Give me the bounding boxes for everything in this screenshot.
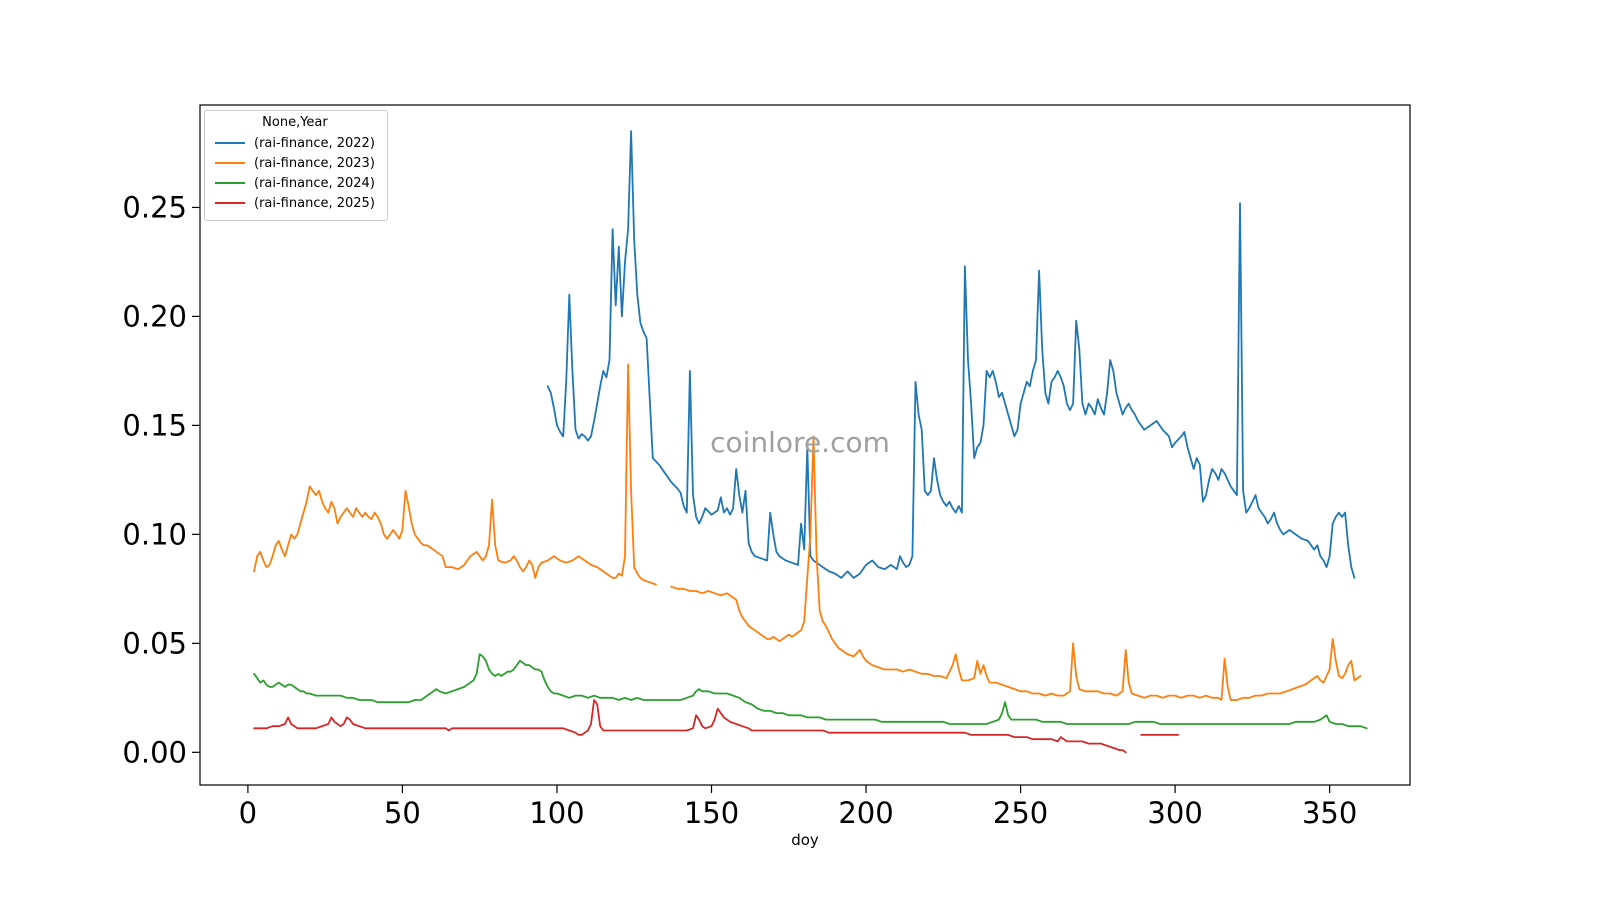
x-tick-label: 150 (684, 796, 739, 830)
y-tick-label: 0.25 (122, 190, 187, 224)
legend-line-swatch (215, 142, 245, 144)
x-tick-label: 50 (384, 796, 421, 830)
legend-label: (rai-finance, 2025) (254, 195, 375, 211)
legend-line-swatch (215, 182, 245, 184)
series-line-rai-finance-2022 (546, 130, 1356, 579)
x-tick-label: 100 (529, 796, 584, 830)
legend: None,Year (rai-finance, 2022) (rai-finance… (204, 110, 388, 221)
legend-label: (rai-finance, 2024) (254, 175, 375, 191)
series-line-rai-finance-2023 (670, 435, 1362, 701)
y-tick-label: 0.10 (122, 517, 187, 551)
x-tick-label: 200 (838, 796, 893, 830)
legend-item-rai-finance-2024: (rai-finance, 2024) (215, 173, 375, 193)
legend-item-rai-finance-2022: (rai-finance, 2022) (215, 133, 375, 153)
legend-label: (rai-finance, 2022) (254, 135, 375, 151)
series-line-rai-finance-2025 (253, 699, 1127, 754)
x-axis-label: doy (791, 831, 819, 849)
legend-item-rai-finance-2023: (rai-finance, 2023) (215, 153, 375, 173)
y-tick-label: 0.20 (122, 299, 187, 333)
y-tick-label: 0.15 (122, 408, 187, 442)
series-line-rai-finance-2023 (253, 363, 657, 586)
legend-item-rai-finance-2025: (rai-finance, 2025) (215, 193, 375, 213)
legend-line-swatch (215, 202, 245, 204)
axes-spines (199, 104, 1411, 786)
watermark: coinlore.com (710, 426, 890, 459)
legend-line-swatch (215, 162, 245, 164)
x-tick-label: 0 (239, 796, 257, 830)
y-tick-label: 0.05 (122, 626, 187, 660)
legend-title: None,Year (262, 115, 328, 130)
legend-label: (rai-finance, 2023) (254, 155, 375, 171)
x-tick-label: 250 (993, 796, 1048, 830)
y-tick-label: 0.00 (122, 735, 187, 769)
series-line-rai-finance-2024 (253, 653, 1368, 730)
x-tick-label: 350 (1302, 796, 1357, 830)
x-tick-label: 300 (1147, 796, 1202, 830)
